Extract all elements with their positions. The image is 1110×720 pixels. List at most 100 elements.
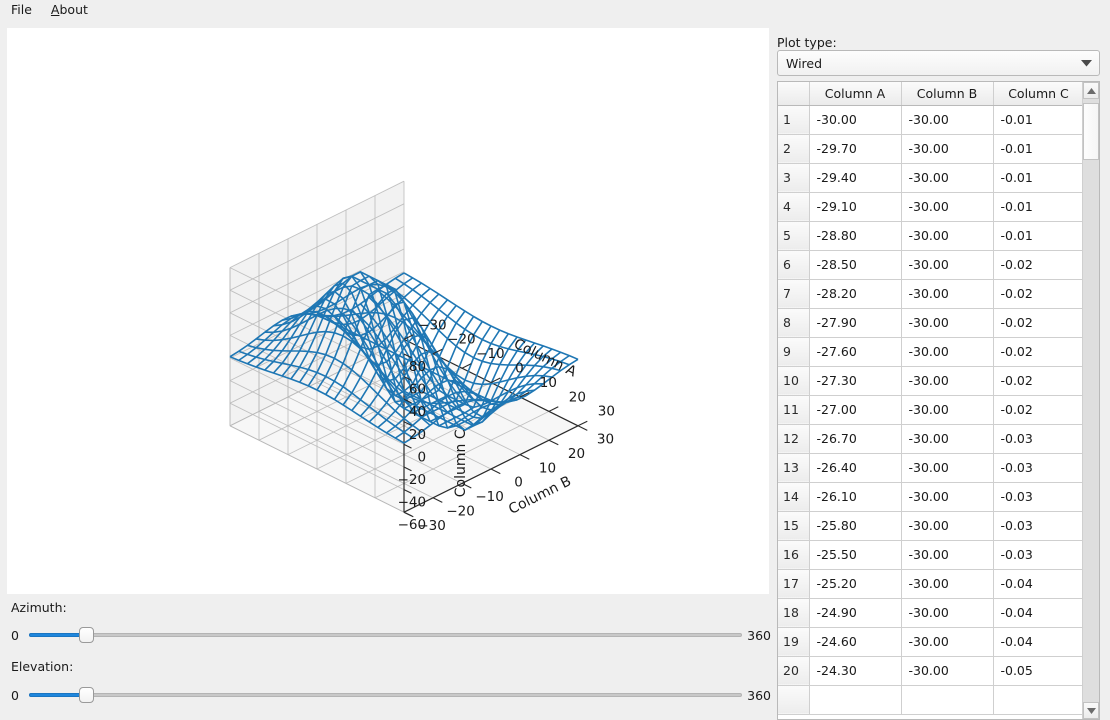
table-cell-c[interactable]: -0.02 xyxy=(993,250,1083,280)
row-header-cell[interactable]: 1 xyxy=(778,105,810,135)
table-cell-a[interactable]: -27.00 xyxy=(809,395,902,425)
azimuth-slider-track[interactable] xyxy=(28,633,742,637)
table-cell-c[interactable]: -0.03 xyxy=(993,511,1083,541)
table-cell-c[interactable]: -0.02 xyxy=(993,279,1083,309)
table-row[interactable]: 8 -27.90 -30.00 -0.02 xyxy=(778,308,1083,338)
elevation-slider-track[interactable] xyxy=(28,693,742,697)
table-cell-a[interactable]: -30.00 xyxy=(809,105,902,135)
row-header-cell[interactable] xyxy=(778,685,810,715)
table-cell-b[interactable]: -30.00 xyxy=(901,569,994,599)
table-row[interactable]: 13 -26.40 -30.00 -0.03 xyxy=(778,453,1083,483)
table-row[interactable]: 3 -29.40 -30.00 -0.01 xyxy=(778,163,1083,193)
table-cell-c[interactable]: -0.04 xyxy=(993,598,1083,628)
row-header-cell[interactable]: 10 xyxy=(778,366,810,396)
table-cell-b[interactable]: -30.00 xyxy=(901,105,994,135)
table-cell-b[interactable]: -30.00 xyxy=(901,395,994,425)
table-cell-b[interactable]: -30.00 xyxy=(901,540,994,570)
plot-type-dropdown[interactable]: Wired xyxy=(777,50,1100,76)
table-cell-b[interactable]: -30.00 xyxy=(901,598,994,628)
table-cell-c[interactable]: -0.04 xyxy=(993,627,1083,657)
table-corner-cell[interactable] xyxy=(778,82,810,106)
table-cell-c[interactable]: -0.02 xyxy=(993,395,1083,425)
scrollbar-thumb[interactable] xyxy=(1083,103,1099,160)
row-header-cell[interactable]: 8 xyxy=(778,308,810,338)
table-row[interactable]: 5 -28.80 -30.00 -0.01 xyxy=(778,221,1083,251)
table-row[interactable]: 18 -24.90 -30.00 -0.04 xyxy=(778,598,1083,628)
table-cell-a[interactable]: -28.80 xyxy=(809,221,902,251)
row-header-cell[interactable]: 13 xyxy=(778,453,810,483)
elevation-slider-handle[interactable] xyxy=(78,687,94,703)
row-header-cell[interactable]: 14 xyxy=(778,482,810,512)
table-cell-a[interactable]: -29.70 xyxy=(809,134,902,164)
table-cell-a[interactable]: -26.70 xyxy=(809,424,902,454)
triangle-down-icon[interactable] xyxy=(1083,702,1099,719)
scrollbar-track[interactable] xyxy=(1083,99,1099,702)
table-cell-a[interactable]: -28.20 xyxy=(809,279,902,309)
table-cell-a[interactable] xyxy=(809,685,902,715)
row-header-cell[interactable]: 5 xyxy=(778,221,810,251)
table-row[interactable]: 19 -24.60 -30.00 -0.04 xyxy=(778,627,1083,657)
azimuth-slider-handle[interactable] xyxy=(78,627,94,643)
column-header-b[interactable]: Column B xyxy=(901,82,994,106)
triangle-up-icon[interactable] xyxy=(1083,82,1099,99)
row-header-cell[interactable]: 19 xyxy=(778,627,810,657)
table-cell-c[interactable]: -0.01 xyxy=(993,163,1083,193)
table-row[interactable]: 7 -28.20 -30.00 -0.02 xyxy=(778,279,1083,309)
table-cell-b[interactable]: -30.00 xyxy=(901,511,994,541)
table-cell-a[interactable]: -27.30 xyxy=(809,366,902,396)
table-cell-c[interactable]: -0.05 xyxy=(993,656,1083,686)
table-cell-b[interactable]: -30.00 xyxy=(901,134,994,164)
table-cell-c[interactable]: -0.03 xyxy=(993,424,1083,454)
table-cell-b[interactable]: -30.00 xyxy=(901,308,994,338)
row-header-cell[interactable]: 20 xyxy=(778,656,810,686)
table-cell-a[interactable]: -24.90 xyxy=(809,598,902,628)
table-cell-c[interactable]: -0.03 xyxy=(993,540,1083,570)
table-cell-a[interactable]: -26.40 xyxy=(809,453,902,483)
table-row[interactable]: 9 -27.60 -30.00 -0.02 xyxy=(778,337,1083,367)
table-cell-c[interactable]: -0.01 xyxy=(993,192,1083,222)
table-row[interactable]: 17 -25.20 -30.00 -0.04 xyxy=(778,569,1083,599)
row-header-cell[interactable]: 6 xyxy=(778,250,810,280)
table-cell-a[interactable]: -28.50 xyxy=(809,250,902,280)
table-scroll-area[interactable]: Column A Column B Column C 1 -30.00 -30.00… xyxy=(778,82,1083,719)
table-cell-c[interactable]: -0.02 xyxy=(993,366,1083,396)
column-header-a[interactable]: Column A xyxy=(809,82,902,106)
table-row[interactable]: 16 -25.50 -30.00 -0.03 xyxy=(778,540,1083,570)
table-cell-a[interactable]: -29.10 xyxy=(809,192,902,222)
table-row[interactable]: 2 -29.70 -30.00 -0.01 xyxy=(778,134,1083,164)
menu-item-file[interactable]: File xyxy=(11,2,32,17)
row-header-cell[interactable]: 9 xyxy=(778,337,810,367)
table-cell-b[interactable]: -30.00 xyxy=(901,163,994,193)
table-cell-b[interactable]: -30.00 xyxy=(901,279,994,309)
table-row[interactable] xyxy=(778,685,1083,715)
table-cell-a[interactable]: -26.10 xyxy=(809,482,902,512)
table-cell-c[interactable]: -0.01 xyxy=(993,105,1083,135)
table-cell-c[interactable]: -0.03 xyxy=(993,453,1083,483)
table-cell-b[interactable] xyxy=(901,685,994,715)
table-cell-a[interactable]: -24.60 xyxy=(809,627,902,657)
table-row[interactable]: 15 -25.80 -30.00 -0.03 xyxy=(778,511,1083,541)
table-row[interactable]: 4 -29.10 -30.00 -0.01 xyxy=(778,192,1083,222)
table-cell-b[interactable]: -30.00 xyxy=(901,250,994,280)
column-header-c[interactable]: Column C xyxy=(993,82,1083,106)
table-cell-c[interactable]: -0.04 xyxy=(993,569,1083,599)
table-cell-c[interactable]: -0.01 xyxy=(993,134,1083,164)
table-cell-a[interactable]: -27.60 xyxy=(809,337,902,367)
table-cell-c[interactable] xyxy=(993,685,1083,715)
table-row[interactable]: 11 -27.00 -30.00 -0.02 xyxy=(778,395,1083,425)
table-row[interactable]: 10 -27.30 -30.00 -0.02 xyxy=(778,366,1083,396)
table-cell-b[interactable]: -30.00 xyxy=(901,656,994,686)
table-cell-c[interactable]: -0.03 xyxy=(993,482,1083,512)
table-cell-a[interactable]: -25.50 xyxy=(809,540,902,570)
table-cell-a[interactable]: -24.30 xyxy=(809,656,902,686)
table-cell-b[interactable]: -30.00 xyxy=(901,337,994,367)
elevation-slider[interactable] xyxy=(28,687,742,703)
row-header-cell[interactable]: 11 xyxy=(778,395,810,425)
table-vertical-scrollbar[interactable] xyxy=(1082,82,1099,719)
table-cell-b[interactable]: -30.00 xyxy=(901,627,994,657)
plot-canvas[interactable]: −30 −20 −10 0 10 20 30 −30 −20 −10 0 10 20 30 −60 −40 −2… xyxy=(7,28,769,594)
table-cell-b[interactable]: -30.00 xyxy=(901,453,994,483)
table-cell-c[interactable]: -0.02 xyxy=(993,337,1083,367)
table-row[interactable]: 12 -26.70 -30.00 -0.03 xyxy=(778,424,1083,454)
table-cell-b[interactable]: -30.00 xyxy=(901,366,994,396)
